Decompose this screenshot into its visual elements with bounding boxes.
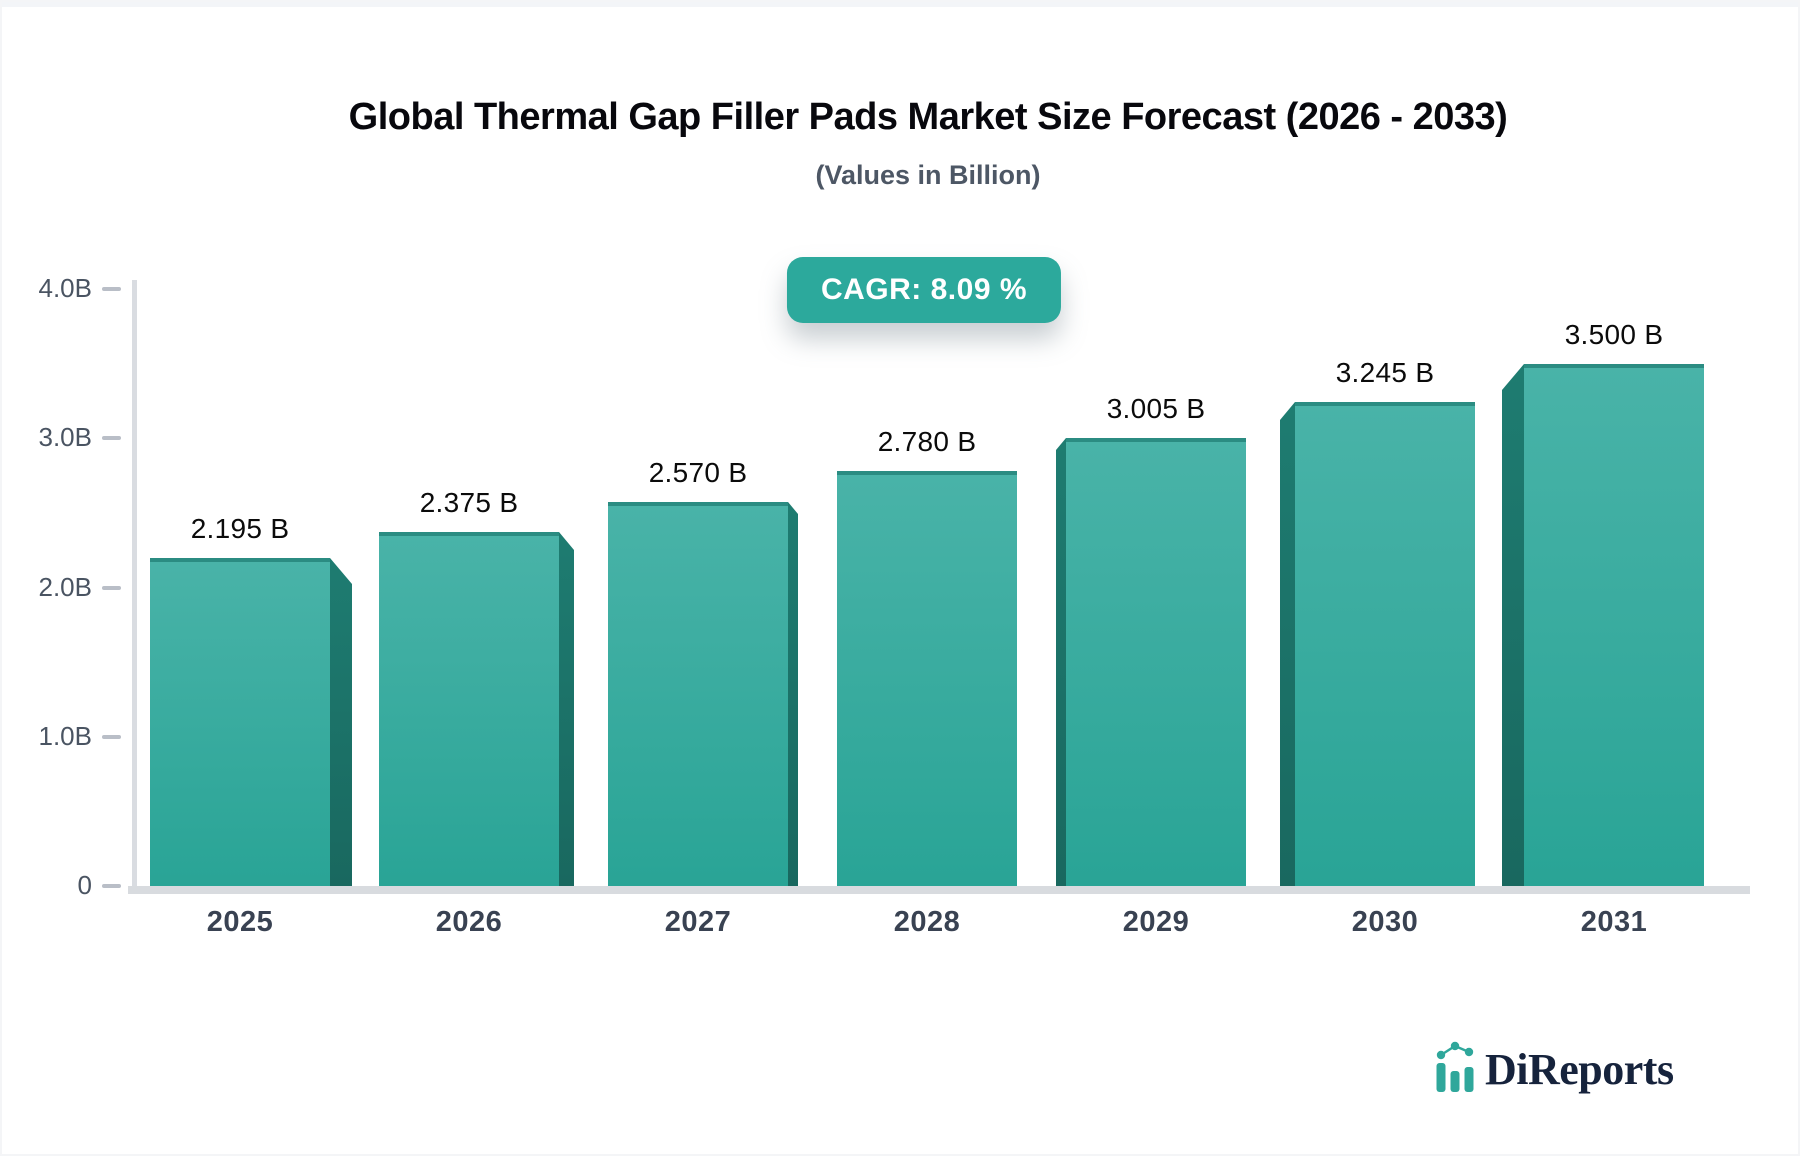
chart-title: Global Thermal Gap Filler Pads Market Si… — [348, 96, 1508, 138]
bar-value-label-2028: 2.780 B — [877, 426, 977, 457]
cagr-badge: CAGR: 8.09 % — [786, 257, 1062, 323]
bar-2026 — [379, 532, 559, 886]
y-tick-label-1.0B: 1.0B — [38, 720, 93, 751]
logo-chart-icon — [1436, 1041, 1474, 1092]
bar-2031-side-face — [1502, 364, 1524, 886]
y-tick-mark — [102, 585, 121, 590]
bar-2029-side-face — [1056, 438, 1066, 886]
bar-2030 — [1295, 402, 1475, 886]
bar-2028 — [837, 471, 1017, 886]
y-tick-label-3.0B: 3.0B — [38, 422, 93, 453]
x-axis-label-2029: 2029 — [1122, 906, 1190, 938]
bar-2031 — [1524, 364, 1704, 886]
cagr-badge-label: CAGR: 8.09 % — [820, 273, 1028, 306]
x-axis-label-2030: 2030 — [1351, 906, 1419, 938]
y-tick-mark — [102, 287, 121, 291]
bar-2030-side-face — [1280, 402, 1295, 886]
y-tick-mark — [102, 884, 121, 888]
y-tick-label-0: 0 — [77, 870, 92, 900]
bar-value-label-2029: 3.005 B — [1106, 393, 1206, 424]
bar-value-label-2030: 3.245 B — [1335, 357, 1435, 388]
bar-2025-side-face — [330, 558, 352, 886]
direports-logo: DiReports — [1434, 1032, 1674, 1092]
bar-2027 — [608, 502, 788, 886]
x-axis-label-2027: 2027 — [664, 906, 732, 938]
chart-subtitle: (Values in Billion) — [815, 160, 1041, 190]
logo-text: DiReports — [1485, 1045, 1674, 1094]
page-top-border — [2, 2, 1798, 7]
bar-value-label-2031: 3.500 B — [1564, 319, 1664, 350]
y-axis-line — [132, 280, 137, 894]
y-tick-label-4.0B: 4.0B — [38, 273, 93, 303]
bar-2025 — [150, 558, 330, 886]
bar-2029 — [1066, 438, 1246, 886]
x-axis-label-2026: 2026 — [435, 906, 503, 938]
bar-value-label-2027: 2.570 B — [648, 457, 748, 488]
y-tick-mark — [102, 734, 121, 739]
bar-value-label-2026: 2.375 B — [419, 487, 519, 518]
y-tick-mark — [102, 436, 121, 441]
x-axis-label-2028: 2028 — [893, 906, 961, 938]
x-axis-label-2031: 2031 — [1580, 906, 1648, 938]
bar-2026-side-face — [559, 532, 574, 886]
bar-2027-side-face — [788, 502, 798, 886]
bar-value-label-2025: 2.195 B — [190, 513, 290, 544]
y-tick-label-2.0B: 2.0B — [38, 571, 93, 602]
x-axis-label-2025: 2025 — [206, 906, 274, 938]
x-axis-baseline — [128, 886, 1750, 894]
